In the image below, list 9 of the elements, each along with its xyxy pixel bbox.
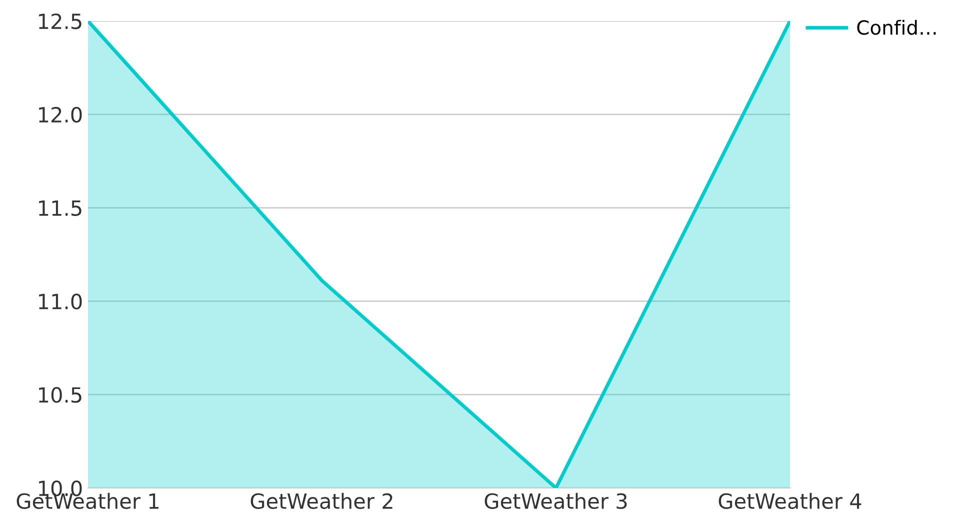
x-tick-label: GetWeather 3 (484, 492, 627, 509)
y-tick-label: 11.0 (39, 294, 82, 310)
x-tick-label: GetWeather 2 (250, 492, 392, 509)
y-tick-label: 10.5 (39, 387, 82, 403)
x-tick-label: GetWeather 4 (718, 492, 862, 509)
y-tick-label: 12.5 (39, 13, 82, 30)
y-tick-label: 11.5 (39, 200, 82, 216)
legend-label: Confid… (857, 20, 936, 35)
y-tick-label: 12.0 (39, 106, 82, 123)
